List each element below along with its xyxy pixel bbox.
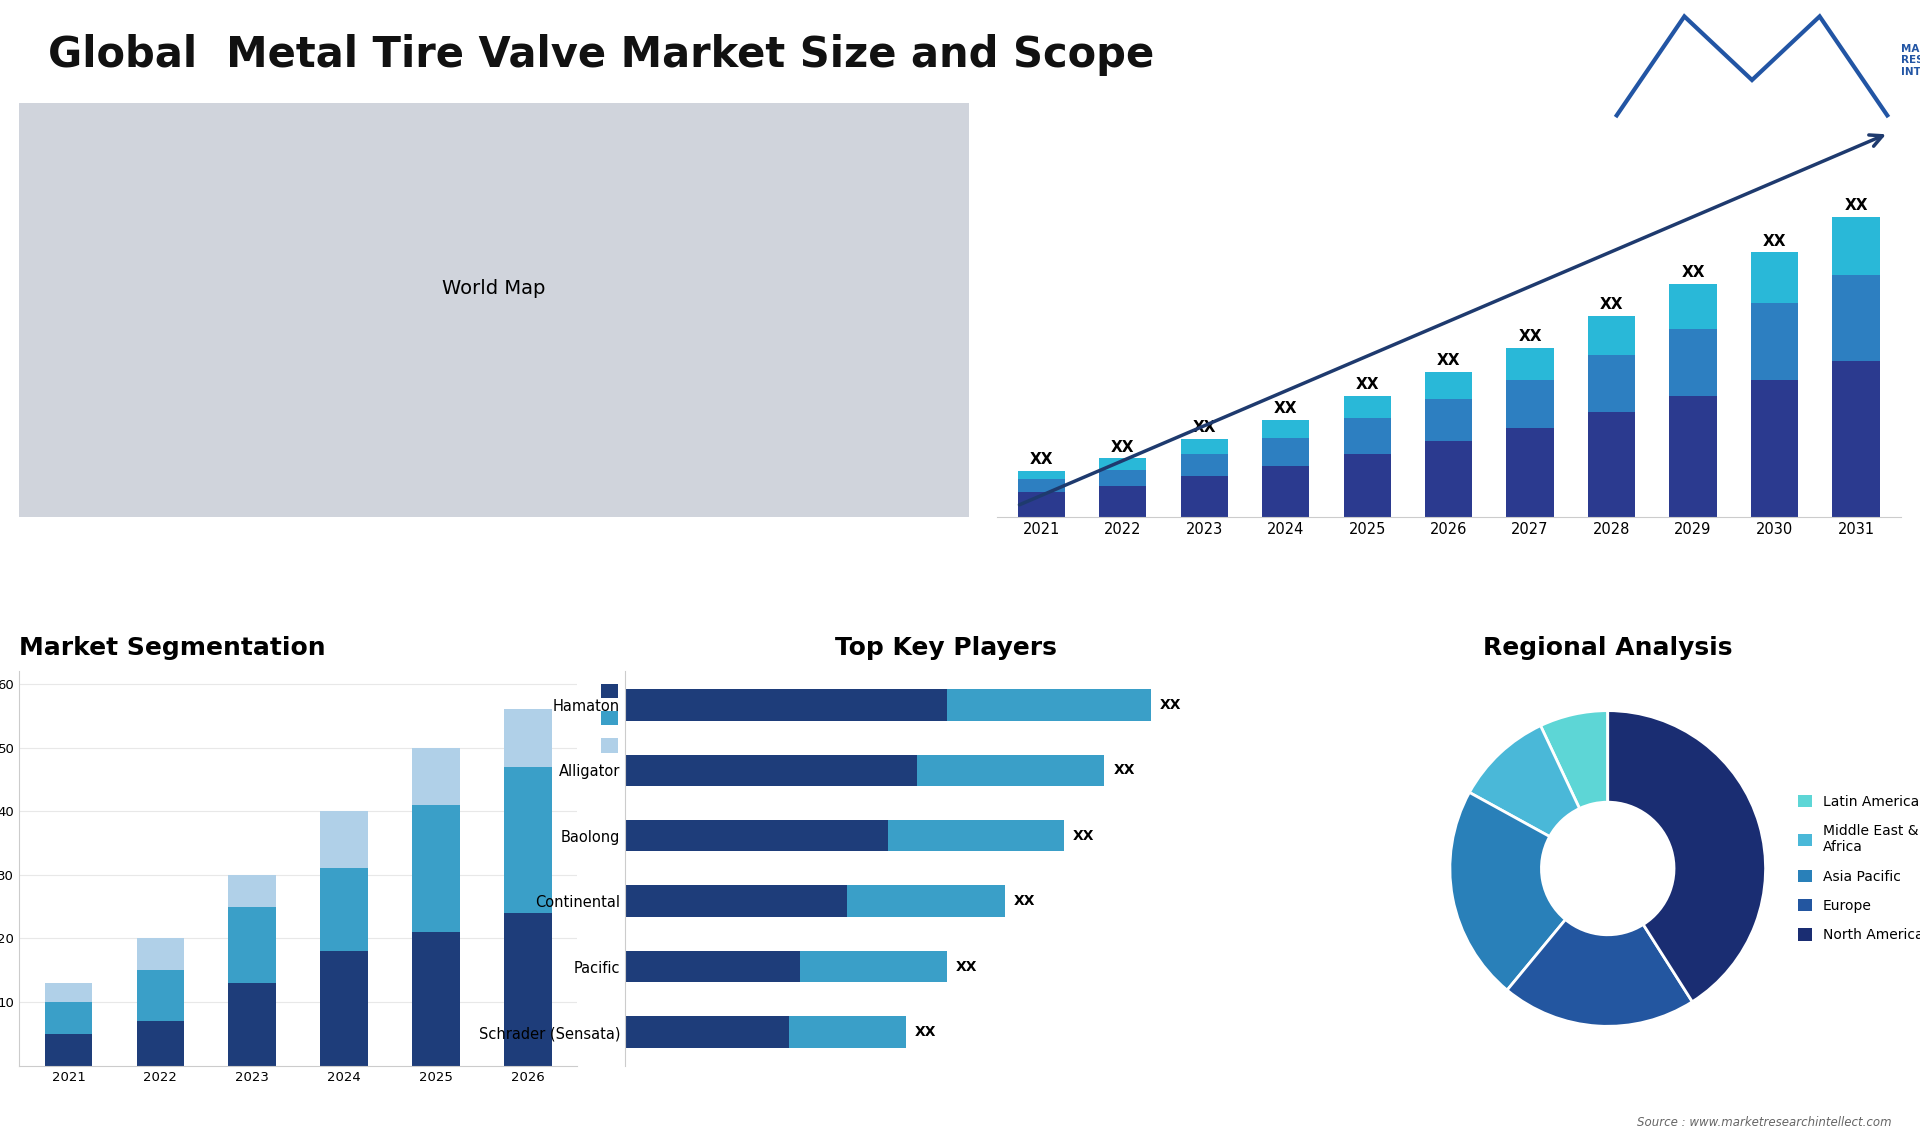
Bar	[1344, 397, 1390, 418]
Bar	[1344, 454, 1390, 518]
Bar	[321, 951, 369, 1066]
Text: XX: XX	[1112, 440, 1135, 455]
Text: XX: XX	[1599, 298, 1622, 313]
Text: XX: XX	[1073, 829, 1094, 842]
Bar	[1507, 429, 1553, 518]
Bar	[505, 767, 553, 913]
Bar	[1018, 479, 1066, 492]
Bar	[1018, 471, 1066, 479]
Text: XX: XX	[1029, 453, 1052, 468]
Bar	[626, 886, 847, 917]
Wedge shape	[1607, 711, 1766, 1002]
Text: XX: XX	[1114, 763, 1135, 777]
Bar	[413, 932, 461, 1066]
Text: XX: XX	[1192, 421, 1215, 435]
Bar	[918, 754, 1104, 786]
Bar	[1181, 439, 1229, 454]
Bar	[626, 689, 947, 721]
Bar	[1668, 284, 1716, 329]
Text: Global  Metal Tire Valve Market Size and Scope: Global Metal Tire Valve Market Size and …	[48, 34, 1154, 77]
Text: XX: XX	[1356, 377, 1379, 392]
Bar	[1018, 492, 1066, 518]
Bar	[1588, 413, 1636, 518]
Text: XX: XX	[1682, 266, 1705, 281]
Bar	[228, 983, 276, 1066]
Bar	[1181, 476, 1229, 518]
Bar	[1098, 470, 1146, 486]
Legend: Type, Application, Geography: Type, Application, Geography	[595, 678, 712, 759]
Bar	[228, 874, 276, 906]
Bar	[1668, 397, 1716, 518]
Bar	[789, 1017, 906, 1047]
Bar	[44, 1002, 92, 1034]
Bar	[1832, 275, 1880, 361]
Wedge shape	[1540, 711, 1607, 808]
Bar	[1425, 399, 1473, 441]
Bar	[505, 709, 553, 767]
Wedge shape	[1507, 919, 1692, 1027]
Bar	[228, 906, 276, 983]
Bar	[321, 869, 369, 951]
Bar	[889, 821, 1064, 851]
Text: XX: XX	[956, 959, 977, 974]
Bar	[1507, 348, 1553, 380]
Text: XX: XX	[914, 1026, 935, 1039]
Bar	[1832, 361, 1880, 518]
Bar	[1751, 304, 1799, 380]
Bar	[947, 689, 1152, 721]
Bar	[1098, 458, 1146, 470]
Bar	[1507, 380, 1553, 429]
Bar	[1344, 418, 1390, 454]
Wedge shape	[1469, 725, 1580, 837]
Bar	[136, 939, 184, 971]
Bar	[1425, 372, 1473, 399]
Text: XX: XX	[1845, 198, 1868, 213]
Bar	[505, 913, 553, 1066]
Text: XX: XX	[1014, 894, 1035, 909]
Bar	[44, 983, 92, 1002]
Text: XX: XX	[1519, 329, 1542, 344]
Text: Market Segmentation: Market Segmentation	[19, 636, 326, 659]
Bar	[136, 971, 184, 1021]
Bar	[1098, 486, 1146, 518]
Text: Source : www.marketresearchintellect.com: Source : www.marketresearchintellect.com	[1636, 1116, 1891, 1129]
Bar	[1261, 421, 1309, 438]
Bar	[847, 886, 1004, 917]
Wedge shape	[1450, 792, 1565, 990]
Bar	[801, 951, 947, 982]
Bar	[136, 1021, 184, 1066]
Bar	[626, 754, 918, 786]
Bar	[1588, 354, 1636, 413]
Title: Regional Analysis: Regional Analysis	[1482, 636, 1732, 659]
Bar	[1261, 466, 1309, 518]
Text: MARKET
RESEARCH
INTELLECT: MARKET RESEARCH INTELLECT	[1901, 44, 1920, 77]
Bar	[1751, 252, 1799, 304]
Bar	[321, 811, 369, 869]
Bar	[1261, 438, 1309, 466]
Bar	[626, 951, 801, 982]
Bar	[1668, 329, 1716, 397]
Bar	[626, 1017, 789, 1047]
Title: Top Key Players: Top Key Players	[835, 636, 1058, 659]
Legend: Latin America, Middle East &
Africa, Asia Pacific, Europe, North America: Latin America, Middle East & Africa, Asi…	[1791, 790, 1920, 948]
Bar	[1588, 316, 1636, 354]
Bar	[1751, 380, 1799, 518]
Bar	[44, 1034, 92, 1066]
Bar	[626, 821, 889, 851]
Bar	[1425, 441, 1473, 518]
Bar	[413, 747, 461, 804]
Bar	[1181, 454, 1229, 476]
Text: XX: XX	[1160, 698, 1181, 712]
Text: XX: XX	[1275, 401, 1298, 416]
Text: World Map: World Map	[442, 280, 545, 298]
Text: XX: XX	[1763, 234, 1786, 249]
Text: XX: XX	[1436, 353, 1461, 368]
Bar	[413, 804, 461, 932]
Bar	[1832, 218, 1880, 275]
